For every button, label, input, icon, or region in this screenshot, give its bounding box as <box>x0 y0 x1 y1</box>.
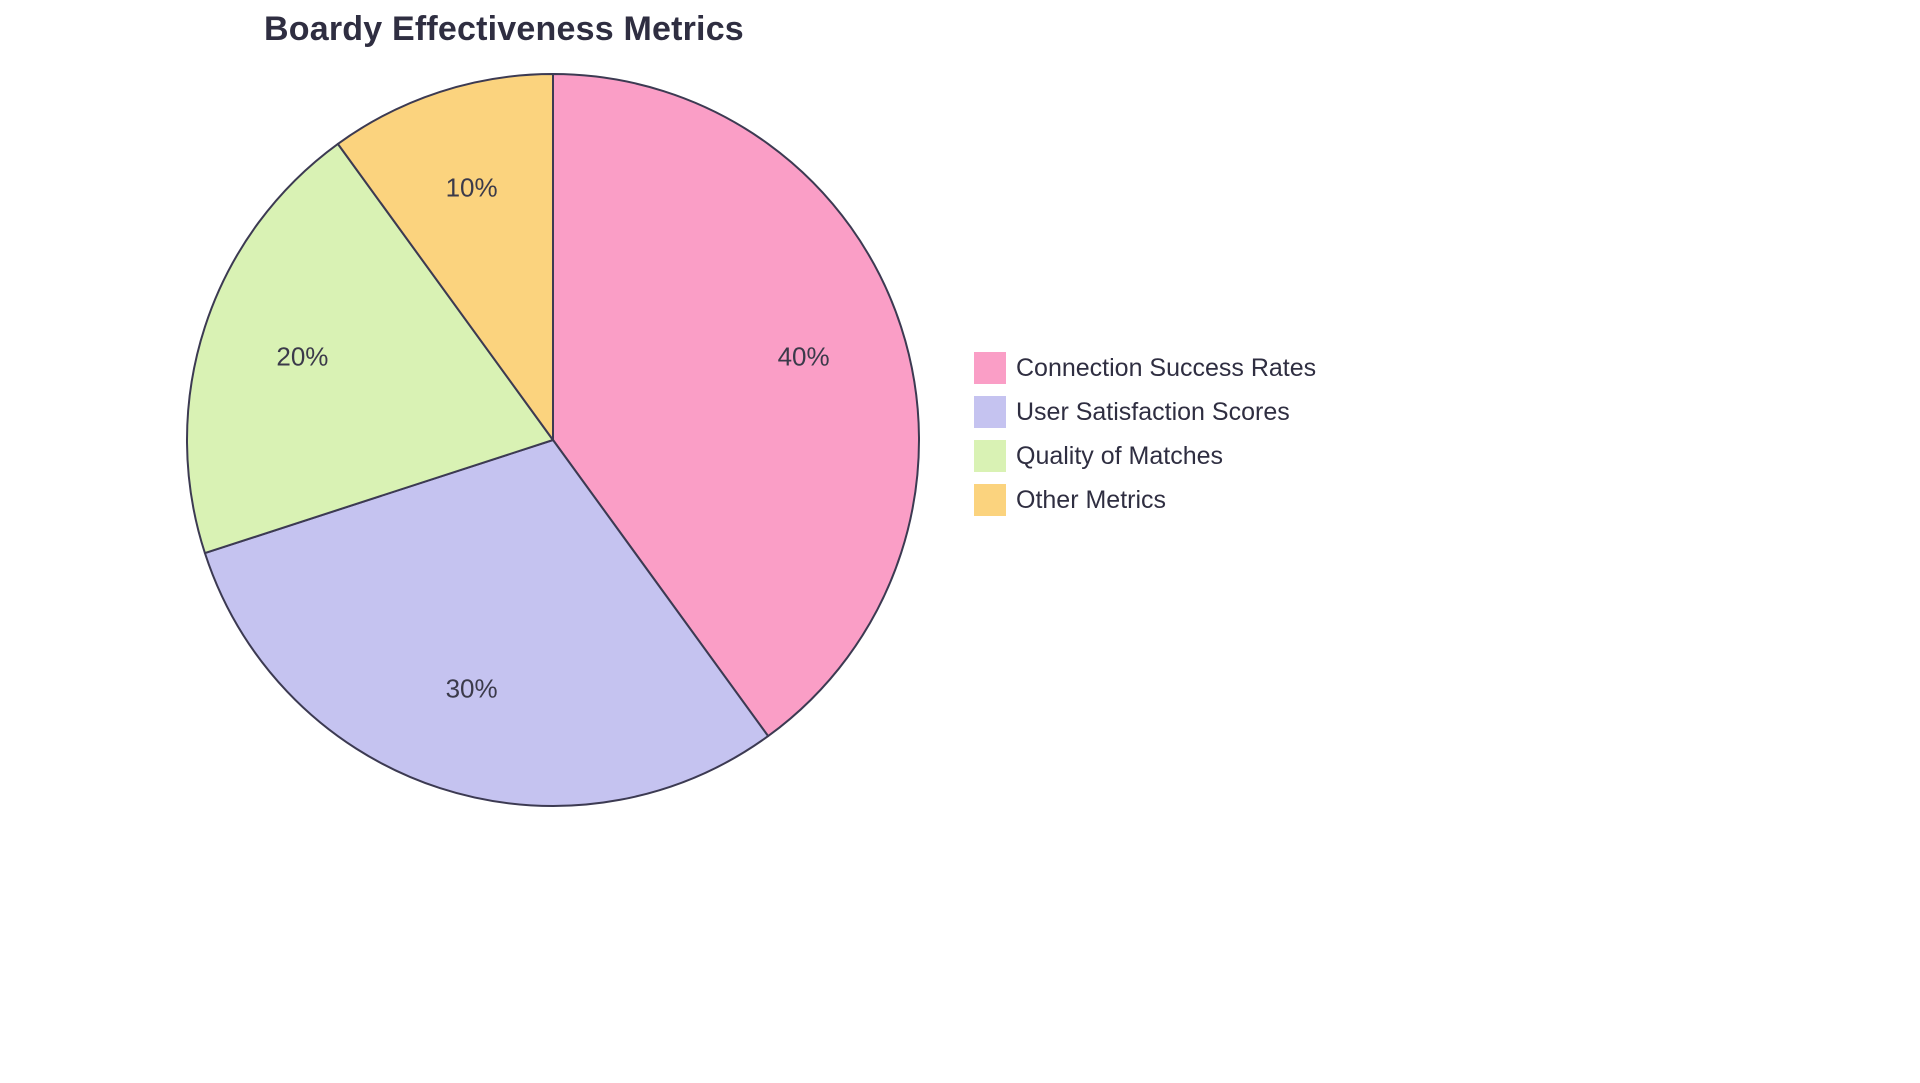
pie-slice-2 <box>186 142 554 555</box>
legend-label: Quality of Matches <box>1016 441 1224 470</box>
pie-slice-0 <box>552 73 920 738</box>
pie-slice-1 <box>203 439 770 807</box>
chart-title: Boardy Effectiveness Metrics <box>264 10 744 48</box>
slice-percent-label: 10% <box>446 172 498 202</box>
legend-item: User Satisfaction Scores <box>974 396 1316 428</box>
slice-percent-label: 20% <box>276 341 328 371</box>
legend-swatch <box>974 396 1006 428</box>
legend-swatch <box>974 484 1006 516</box>
legend-label: User Satisfaction Scores <box>1016 397 1290 426</box>
legend-label: Connection Success Rates <box>1016 353 1317 382</box>
legend-item: Quality of Matches <box>974 440 1316 472</box>
legend-item: Connection Success Rates <box>974 352 1316 384</box>
legend: Connection Success Rates User Satisfactio… <box>974 352 1316 516</box>
legend-label: Other Metrics <box>1016 485 1167 514</box>
slice-percent-label: 30% <box>446 673 498 703</box>
slice-percent-label: 40% <box>778 341 830 371</box>
legend-swatch <box>974 352 1006 384</box>
legend-swatch <box>974 440 1006 472</box>
legend-item: Other Metrics <box>974 484 1316 516</box>
pie-slice-3 <box>336 73 554 441</box>
